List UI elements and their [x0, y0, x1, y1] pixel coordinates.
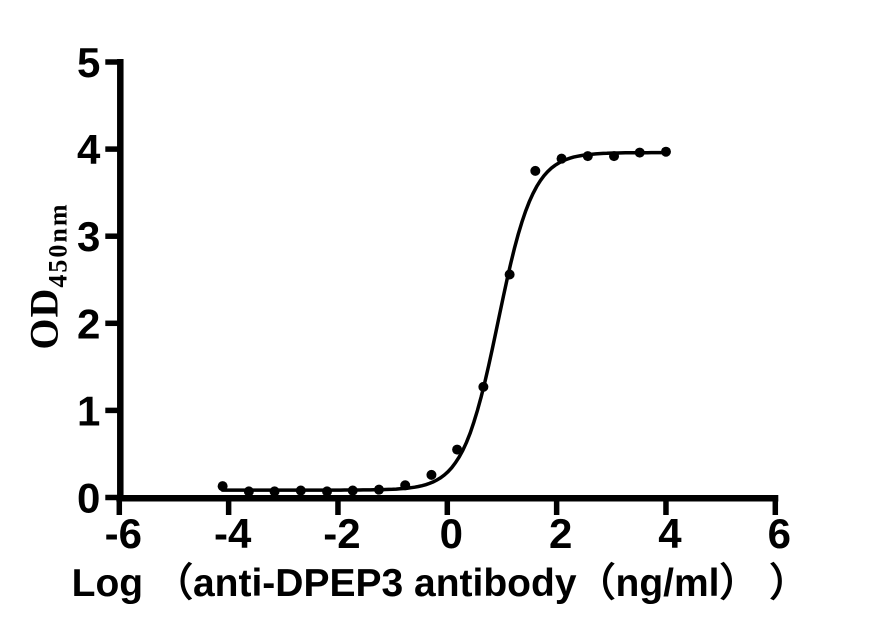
fit-curve [220, 150, 668, 492]
y-axis-title-main: OD [21, 287, 67, 350]
x-tick-label: 4 [658, 510, 682, 557]
y-tick-label: 1 [77, 387, 100, 434]
x-axis-title: Log （anti-DPEP3 antibody（ng/ml） ） [71, 562, 809, 605]
data-point [426, 469, 437, 480]
data-point [582, 151, 593, 162]
data-point [478, 381, 489, 392]
data-point [504, 269, 515, 280]
data-point [347, 485, 358, 496]
data-point [269, 486, 280, 497]
data-point [556, 153, 567, 164]
x-tick-label: 0 [440, 510, 463, 557]
x-tick-label: -6 [105, 510, 142, 557]
data-point [530, 165, 541, 176]
data-point [322, 486, 333, 497]
y-axis-title-subscript: 450nm [43, 202, 73, 288]
y-axis-title: OD450nm [21, 202, 74, 349]
data-point [217, 481, 228, 492]
x-tick-label: 2 [549, 510, 572, 557]
x-tick-label: 6 [768, 510, 791, 557]
data-point [243, 486, 254, 497]
data-point [295, 485, 306, 496]
x-tick-label: -2 [323, 510, 360, 557]
data-point [660, 146, 671, 157]
data-point [452, 444, 463, 455]
data-point [609, 151, 620, 162]
y-tick-label: 3 [77, 213, 100, 260]
y-tick-label: 2 [77, 300, 100, 347]
y-tick-label: 5 [77, 39, 100, 86]
data-point [634, 147, 645, 158]
y-tick-label: 0 [77, 475, 100, 522]
data-point [373, 484, 384, 495]
x-tick-label: -4 [214, 510, 252, 557]
data-point [400, 480, 411, 491]
y-tick-label: 4 [77, 126, 101, 173]
